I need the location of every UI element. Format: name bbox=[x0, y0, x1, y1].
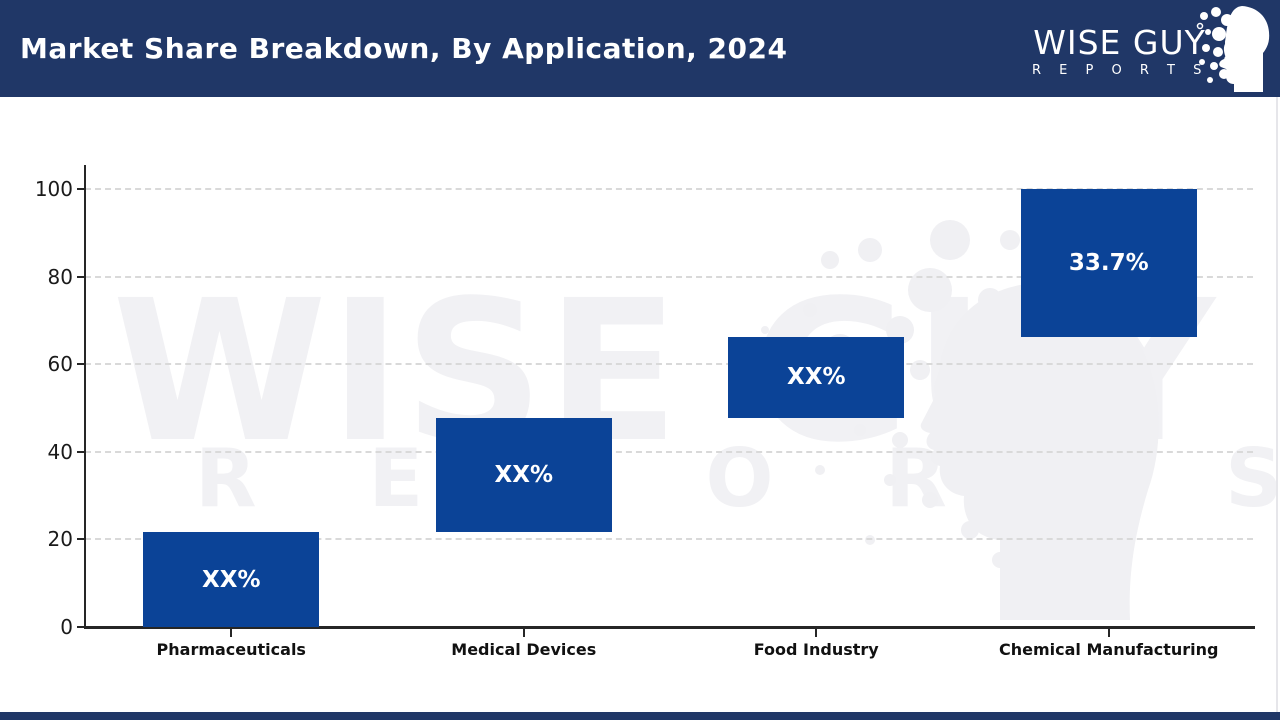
y-tick-label: 20 bbox=[47, 527, 73, 552]
x-tick bbox=[1107, 629, 1110, 637]
bar-value-label: XX% bbox=[201, 566, 261, 593]
page-title: Market Share Breakdown, By Application, … bbox=[20, 32, 788, 65]
x-tick bbox=[230, 629, 233, 637]
bar-value-label: 33.7% bbox=[1068, 249, 1149, 276]
y-axis bbox=[84, 165, 86, 627]
y-tick-label: 100 bbox=[34, 177, 73, 201]
y-tick bbox=[77, 450, 84, 453]
category-label: Medical Devices bbox=[451, 640, 597, 659]
bar: XX% bbox=[728, 336, 905, 418]
brand-logo-text: WISE GUY R E P O R T S bbox=[1032, 26, 1207, 77]
bar: XX% bbox=[143, 532, 320, 627]
bar: XX% bbox=[435, 417, 612, 533]
footer-bar bbox=[0, 712, 1280, 720]
header-bar: Market Share Breakdown, By Application, … bbox=[0, 0, 1280, 97]
x-tick bbox=[815, 629, 818, 637]
x-axis bbox=[84, 626, 1255, 629]
gridline bbox=[85, 275, 1253, 278]
category-label: Food Industry bbox=[753, 640, 879, 659]
bar-value-label: XX% bbox=[786, 364, 846, 391]
bar-value-label: XX% bbox=[494, 462, 553, 488]
gridline bbox=[85, 538, 1253, 541]
plot-right-border bbox=[1276, 97, 1278, 712]
y-tick bbox=[77, 538, 84, 541]
y-tick-label: 60 bbox=[47, 352, 73, 377]
bar: 33.7% bbox=[1020, 189, 1197, 337]
gridline bbox=[85, 450, 1253, 453]
y-tick bbox=[77, 188, 84, 190]
y-tick-label: 0 bbox=[60, 615, 73, 639]
brand-subtitle: R E P O R T S bbox=[1032, 63, 1209, 78]
y-tick bbox=[77, 275, 84, 278]
category-label: Pharmaceuticals bbox=[156, 640, 306, 659]
category-label: Chemical Manufacturing bbox=[999, 640, 1219, 659]
y-tick-label: 40 bbox=[47, 439, 73, 464]
brand-name: WISE GUY bbox=[1033, 23, 1206, 62]
brand-face-icon bbox=[1196, 6, 1270, 92]
gridline bbox=[85, 188, 1253, 190]
y-tick bbox=[77, 363, 84, 366]
y-tick bbox=[77, 626, 84, 628]
x-tick bbox=[522, 629, 525, 637]
y-tick-label: 80 bbox=[47, 264, 73, 289]
gridline bbox=[85, 363, 1253, 366]
brand-logo: WISE GUY R E P O R T S bbox=[1032, 4, 1272, 94]
